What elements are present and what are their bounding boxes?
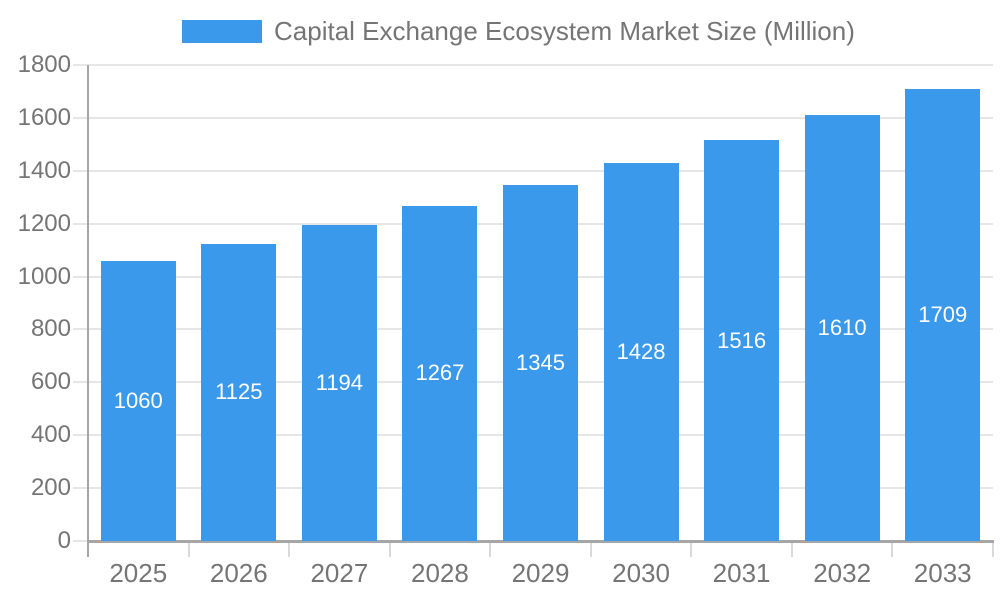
- y-gridline: [88, 169, 993, 172]
- y-axis-line: [87, 65, 89, 557]
- y-axis-tick-label: 200: [30, 474, 71, 502]
- x-axis-category-label: 2030: [612, 558, 670, 588]
- bar[interactable]: [301, 225, 377, 541]
- x-axis-category-label: 2025: [109, 558, 168, 588]
- x-tick: [891, 541, 894, 557]
- x-tick: [388, 541, 391, 557]
- y-tick: [73, 487, 88, 490]
- bar[interactable]: [402, 205, 478, 541]
- x-tick: [790, 541, 793, 557]
- y-gridline: [88, 64, 993, 66]
- x-axis-category-label: 2032: [813, 558, 872, 588]
- y-tick: [73, 540, 88, 542]
- bar[interactable]: [804, 115, 880, 541]
- bar[interactable]: [704, 140, 780, 541]
- y-axis-tick-label: 1600: [17, 103, 71, 131]
- bar[interactable]: [503, 185, 578, 541]
- x-axis-category-label: 2027: [310, 558, 369, 588]
- y-tick: [73, 169, 88, 172]
- y-tick: [73, 381, 88, 384]
- bar-value-label: 1194: [315, 370, 364, 396]
- x-axis-category-label: 2031: [712, 558, 771, 588]
- bar[interactable]: [603, 163, 679, 541]
- bar-value-label: 1060: [113, 387, 163, 413]
- y-axis-tick-label: 1200: [17, 209, 71, 237]
- x-tick: [288, 541, 291, 557]
- bar-value-label: 1345: [516, 350, 565, 376]
- y-axis-tick-label: 800: [30, 315, 71, 343]
- y-axis-tick-label: 1800: [17, 51, 71, 78]
- legend[interactable]: Capital Exchange Ecosystem Market Size (…: [182, 18, 855, 44]
- bar-value-label: 1516: [717, 327, 767, 353]
- y-gridline: [88, 116, 993, 119]
- bar[interactable]: [201, 243, 277, 541]
- y-axis-tick-label: 1400: [17, 156, 71, 184]
- y-axis-tick-label: 400: [30, 421, 71, 449]
- y-axis-tick-label: 1000: [17, 262, 71, 290]
- bar-value-label: 1428: [616, 339, 666, 365]
- bar[interactable]: [905, 89, 981, 541]
- legend-series-label: Capital Exchange Ecosystem Market Size (…: [274, 16, 855, 46]
- x-axis-line: [87, 540, 994, 543]
- x-tick: [690, 541, 693, 557]
- y-tick: [73, 64, 88, 66]
- y-axis-tick-label: 0: [57, 527, 71, 554]
- bar-value-label: 1125: [215, 379, 263, 405]
- y-axis-tick-label: 600: [30, 368, 71, 396]
- x-tick: [992, 541, 994, 557]
- x-axis-category-label: 2028: [411, 558, 469, 588]
- y-tick: [73, 328, 88, 331]
- y-tick: [73, 116, 88, 119]
- x-axis-category-label: 2033: [913, 558, 972, 588]
- bar[interactable]: [100, 260, 176, 541]
- x-axis-category-label: 2026: [209, 558, 268, 588]
- x-tick: [187, 541, 190, 557]
- bar-value-label: 1610: [817, 315, 867, 341]
- y-tick: [73, 434, 88, 437]
- bar-value-label: 1267: [415, 360, 465, 386]
- x-axis-category-label: 2029: [511, 558, 570, 588]
- bar-value-label: 1709: [918, 302, 968, 328]
- y-tick: [73, 275, 88, 278]
- legend-color-swatch: [182, 19, 262, 43]
- y-tick: [73, 222, 88, 225]
- x-tick: [589, 541, 592, 557]
- x-tick: [489, 541, 492, 557]
